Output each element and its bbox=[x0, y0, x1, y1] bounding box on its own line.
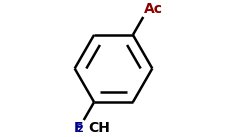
Text: CH: CH bbox=[88, 121, 110, 135]
Text: Ac: Ac bbox=[144, 2, 163, 16]
Text: F: F bbox=[74, 121, 83, 135]
Text: 2: 2 bbox=[76, 124, 83, 134]
